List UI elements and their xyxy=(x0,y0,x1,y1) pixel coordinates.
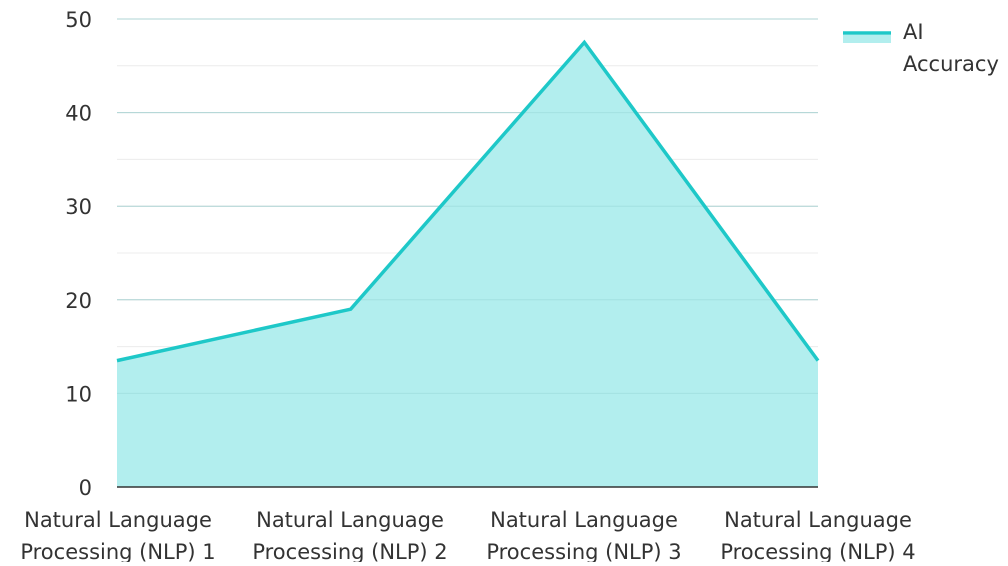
series-line xyxy=(116,39,820,363)
y-tick-label: 0 xyxy=(79,476,92,500)
y-tick-label: 50 xyxy=(65,8,92,32)
y-tick-label: 40 xyxy=(65,102,92,126)
legend-fill-swatch xyxy=(843,35,891,43)
legend: AI Accuracy xyxy=(843,20,999,76)
x-tick-label: Natural Language Processing (NLP) 2 xyxy=(252,508,447,562)
y-tick-label: 30 xyxy=(65,195,92,219)
x-tick-label: Natural Language Processing (NLP) 1 xyxy=(20,508,215,562)
y-tick-label: 10 xyxy=(65,382,92,406)
y-tick-label: 20 xyxy=(65,289,92,313)
axes: 0 10 20 30 40 50 Natural Language Processing (N… xyxy=(20,8,915,564)
legend-label: AI Accuracy xyxy=(903,20,999,76)
series-area-fill xyxy=(117,42,818,488)
x-tick-label: Natural Language Processing (NLP) 3 xyxy=(486,508,681,562)
series-area xyxy=(116,18,820,488)
x-tick-label: Natural Language Processing (NLP) 4 xyxy=(720,508,915,562)
